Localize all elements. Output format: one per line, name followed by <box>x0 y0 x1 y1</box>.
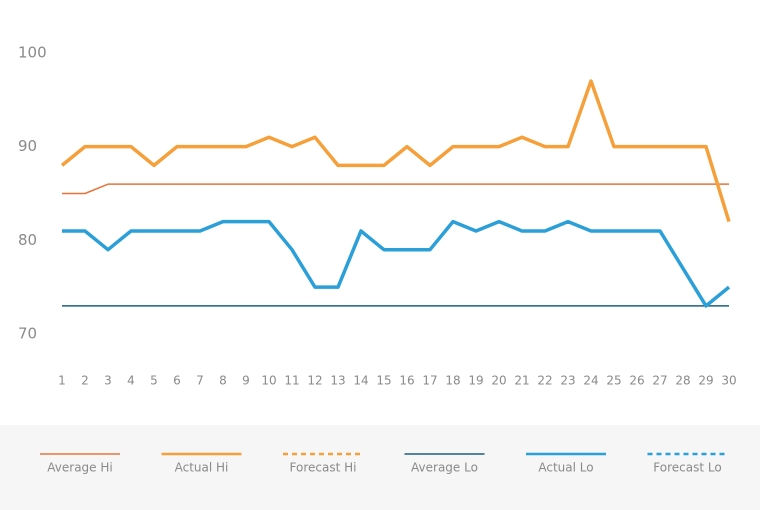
series-line <box>62 183 729 195</box>
y-tick-label: 100 <box>18 44 47 62</box>
legend-background <box>0 425 760 510</box>
x-tick-label: 26 <box>629 374 644 388</box>
x-tick-label: 17 <box>422 374 437 388</box>
x-tick-label: 11 <box>284 374 299 388</box>
x-tick-label: 15 <box>376 374 391 388</box>
y-tick-label: 70 <box>18 325 37 343</box>
y-tick-label: 90 <box>18 137 37 155</box>
x-tick-label: 21 <box>514 374 529 388</box>
x-tick-label: 22 <box>537 374 552 388</box>
x-tick-label: 16 <box>399 374 414 388</box>
x-tick-label: 1 <box>58 374 66 388</box>
x-tick-label: 8 <box>219 374 227 388</box>
legend-label: Average Lo <box>411 461 478 475</box>
x-tick-label: 12 <box>307 374 322 388</box>
x-tick-label: 25 <box>606 374 621 388</box>
x-tick-label: 2 <box>81 374 89 388</box>
x-tick-label: 19 <box>468 374 483 388</box>
x-tick-label: 27 <box>652 374 667 388</box>
series-line <box>60 79 731 223</box>
legend-label: Forecast Hi <box>290 461 357 475</box>
series-line <box>62 219 731 308</box>
x-tick-label: 7 <box>196 374 204 388</box>
x-tick-label: 6 <box>173 374 181 388</box>
x-tick-label: 28 <box>675 374 690 388</box>
x-tick-label: 3 <box>104 374 112 388</box>
x-tick-label: 5 <box>150 374 158 388</box>
x-tick-label: 20 <box>491 374 506 388</box>
x-tick-label: 23 <box>560 374 575 388</box>
legend-label: Average Hi <box>47 461 112 475</box>
x-tick-label: 30 <box>721 374 736 388</box>
y-tick-label: 80 <box>18 231 37 249</box>
x-tick-label: 18 <box>445 374 460 388</box>
legend-label: Actual Lo <box>538 461 593 475</box>
x-tick-label: 24 <box>583 374 598 388</box>
x-tick-label: 29 <box>698 374 713 388</box>
x-tick-label: 10 <box>261 374 276 388</box>
x-tick-label: 4 <box>127 374 135 388</box>
x-tick-label: 13 <box>330 374 345 388</box>
legend-label: Forecast Lo <box>653 461 721 475</box>
x-tick-label: 9 <box>242 374 250 388</box>
x-tick-label: 14 <box>353 374 368 388</box>
legend-label: Actual Hi <box>175 461 229 475</box>
